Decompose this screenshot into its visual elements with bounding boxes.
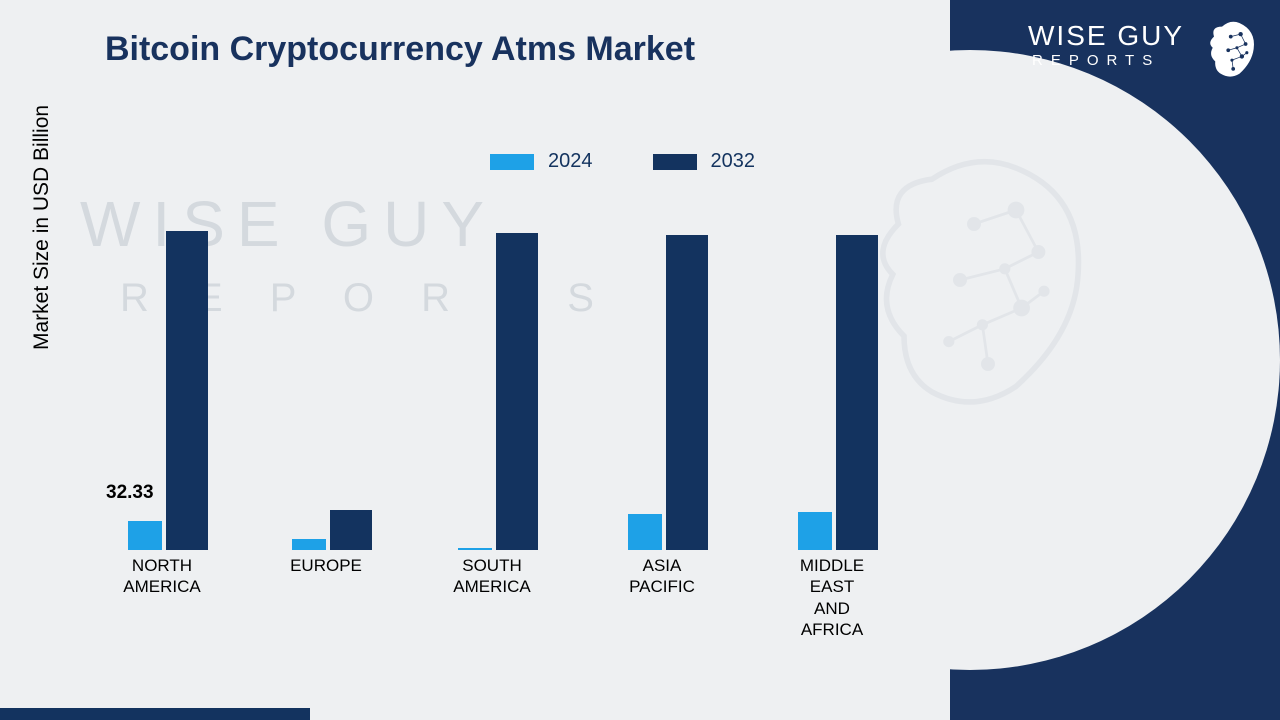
legend-item-2032: 2032 — [653, 150, 756, 173]
legend: 2024 2032 — [490, 150, 755, 173]
category-label: NORTH AMERICA — [92, 555, 232, 598]
legend-swatch-2032 — [653, 154, 697, 170]
category-label: MIDDLE EAST AND AFRICA — [762, 555, 902, 640]
chart-canvas: WISE GUY R E P O R T S WISE GU — [0, 0, 1280, 720]
bar — [836, 235, 878, 550]
bar-group — [628, 235, 708, 550]
chart-title: Bitcoin Cryptocurrency Atms Market — [0, 30, 800, 69]
legend-item-2024: 2024 — [490, 150, 593, 173]
bar — [496, 233, 538, 550]
legend-label-2024: 2024 — [548, 150, 593, 173]
plot-area: 32.33 — [120, 190, 940, 550]
bar — [666, 235, 708, 550]
category-label: ASIA PACIFIC — [592, 555, 732, 598]
bar — [292, 539, 326, 550]
bar-group — [458, 233, 538, 550]
bottom-accent-bar — [0, 708, 310, 720]
bar — [330, 510, 372, 551]
bar — [166, 231, 208, 551]
brand-line1: WISE GUY — [1028, 20, 1184, 52]
legend-label-2032: 2032 — [711, 150, 756, 173]
category-label: SOUTH AMERICA — [422, 555, 562, 598]
bar — [798, 512, 832, 550]
brand-line2: REPORTS — [1028, 52, 1184, 69]
category-label: EUROPE — [256, 555, 396, 576]
legend-swatch-2024 — [490, 154, 534, 170]
bar — [458, 548, 492, 550]
brand-head-icon — [1196, 18, 1258, 80]
bar-group — [292, 510, 372, 551]
bar-group — [798, 235, 878, 550]
bar — [128, 521, 162, 550]
bar — [628, 514, 662, 550]
data-label: 32.33 — [106, 482, 154, 504]
brand-logo: WISE GUY REPORTS — [1028, 20, 1254, 69]
y-axis-label: Market Size in USD Billion — [30, 105, 54, 350]
